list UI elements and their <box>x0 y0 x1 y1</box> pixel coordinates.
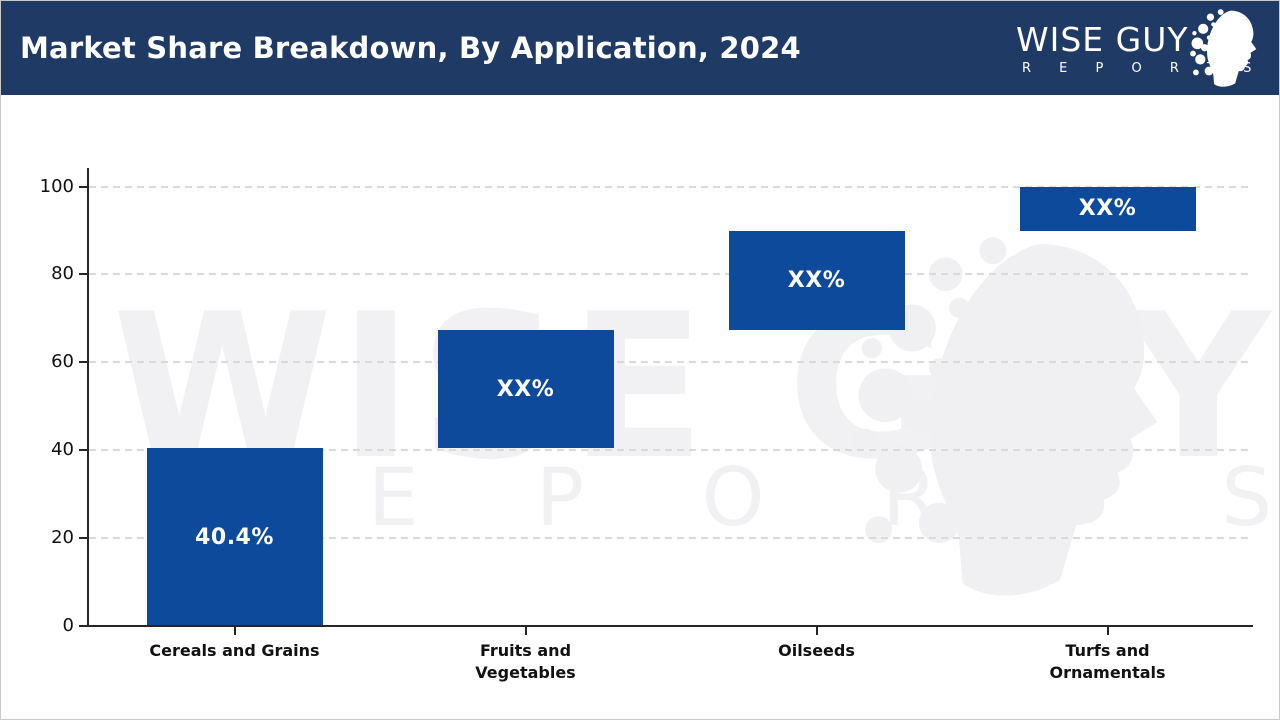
x-category-label: Cereals and Grains <box>149 641 320 660</box>
logo-head-icon <box>1184 7 1266 87</box>
y-tick-80 <box>79 273 87 276</box>
gridline-100 <box>89 185 1253 188</box>
bar-segment: XX% <box>437 329 614 449</box>
y-axis-line <box>87 168 89 627</box>
x-category-label: Turfs and Ornamentals <box>1049 641 1166 682</box>
y-tick-label-20: 20 <box>51 527 74 549</box>
logo-wordmark: WISE GUY <box>1016 20 1189 59</box>
logo-subtext: R E P O R T S <box>1022 60 1264 76</box>
y-tick-label-80: 80 <box>51 263 74 285</box>
y-tick-label-40: 40 <box>51 439 74 461</box>
y-tick-40 <box>79 449 87 452</box>
bar-segment: XX% <box>728 230 905 330</box>
y-tick-100 <box>79 185 87 188</box>
bar-value-label: XX% <box>787 267 846 293</box>
gridline-20 <box>89 537 1253 540</box>
bar-value-label: 40.4% <box>195 524 274 550</box>
wise-guy-reports-logo: WISE GUY R E P O R T S <box>1016 5 1266 90</box>
logo-text: WISE GUY R E P O R T S <box>1016 20 1264 76</box>
x-tick-1 <box>524 627 527 635</box>
bar-value-label: XX% <box>1078 196 1137 222</box>
bar-segment: 40.4% <box>146 448 323 626</box>
x-tick-0 <box>233 627 236 635</box>
bar-value-label: XX% <box>496 376 555 402</box>
gridline-40 <box>89 449 1253 452</box>
gridline-80 <box>89 273 1253 276</box>
gridline-60 <box>89 361 1253 364</box>
header-bar: Market Share Breakdown, By Application, … <box>0 0 1280 95</box>
x-category-label: Oilseeds <box>778 641 855 660</box>
y-tick-20 <box>79 537 87 540</box>
y-tick-label-0: 0 <box>62 615 74 636</box>
x-axis-line <box>87 625 1253 627</box>
x-tick-3 <box>1106 627 1109 635</box>
x-category-label: Fruits and Vegetables <box>475 641 576 682</box>
bar-segment: XX% <box>1019 186 1196 231</box>
y-tick-60 <box>79 361 87 364</box>
y-tick-0 <box>79 625 87 627</box>
y-tick-label-100: 100 <box>39 175 74 197</box>
page-title: Market Share Breakdown, By Application, … <box>20 30 801 65</box>
y-tick-label-60: 60 <box>51 351 74 373</box>
x-tick-2 <box>815 627 818 635</box>
